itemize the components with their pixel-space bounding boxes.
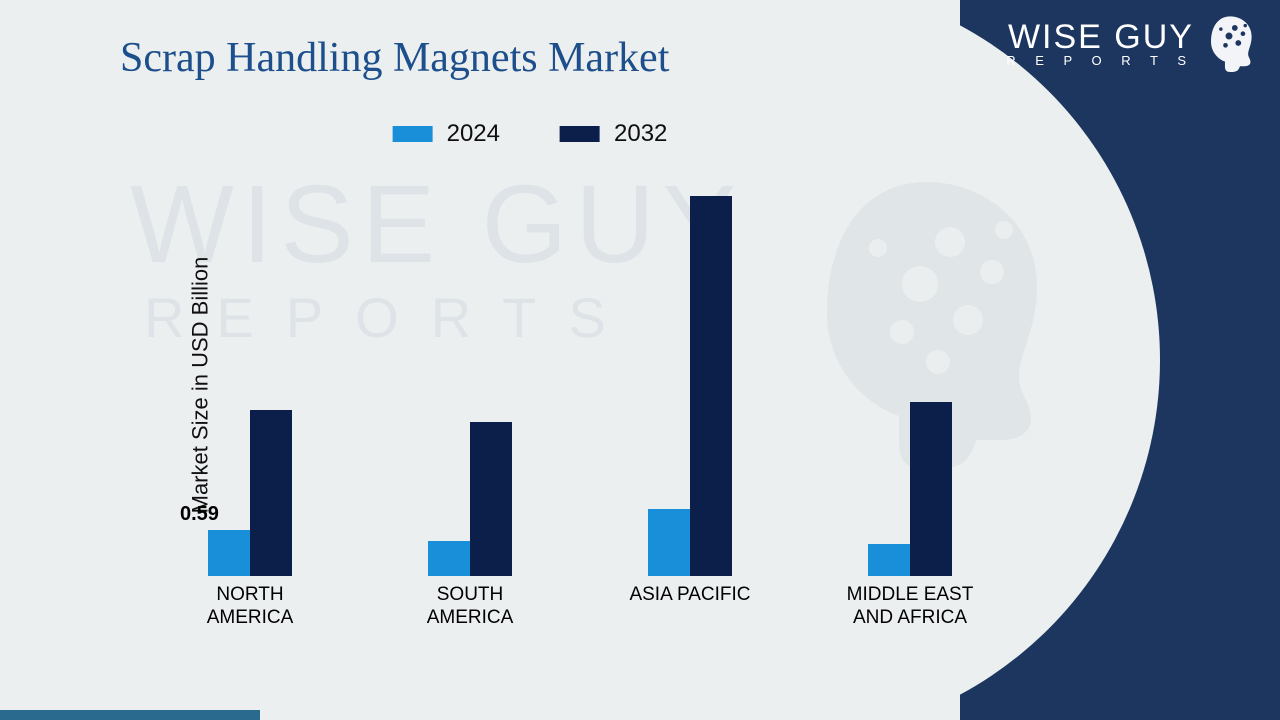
brand-head-icon [1200,14,1258,72]
plot-region: 0.59NORTH AMERICASOUTH AMERICAASIA PACIF… [160,180,980,576]
bar-series-b [470,422,512,576]
legend-swatch [560,126,600,142]
category-label: NORTH AMERICA [180,576,320,630]
bar-series-a [648,509,690,576]
bar-series-a [868,544,910,576]
bar-series-a [428,541,470,576]
chart-canvas: WISE GUY R E P O R T S Scrap Handling Ma… [0,0,1280,720]
legend-label: 2024 [447,120,500,148]
chart-area: Market Size in USD Billion 2024 2032 0.5… [60,120,1000,650]
category-label: SOUTH AMERICA [400,576,540,630]
legend-item: 2032 [560,120,667,148]
brand-name: WISE GUY [1008,18,1194,56]
category-label: MIDDLE EAST AND AFRICA [840,576,980,630]
bottom-accent-bar [0,710,260,720]
bar-series-a: 0.59 [208,530,250,576]
legend-item: 2024 [393,120,500,148]
legend-swatch [393,126,433,142]
legend-label: 2032 [614,120,667,148]
category-label: ASIA PACIFIC [620,576,760,607]
bar-value-label: 0.59 [180,503,219,526]
bar-series-b [910,402,952,576]
legend: 2024 2032 [393,120,668,148]
brand-sub: R E P O R T S [1006,53,1194,68]
brand-logo: WISE GUY R E P O R T S [1006,14,1258,72]
bar-series-b [250,410,292,576]
bar-series-b [690,196,732,576]
chart-title: Scrap Handling Magnets Market [120,34,669,82]
